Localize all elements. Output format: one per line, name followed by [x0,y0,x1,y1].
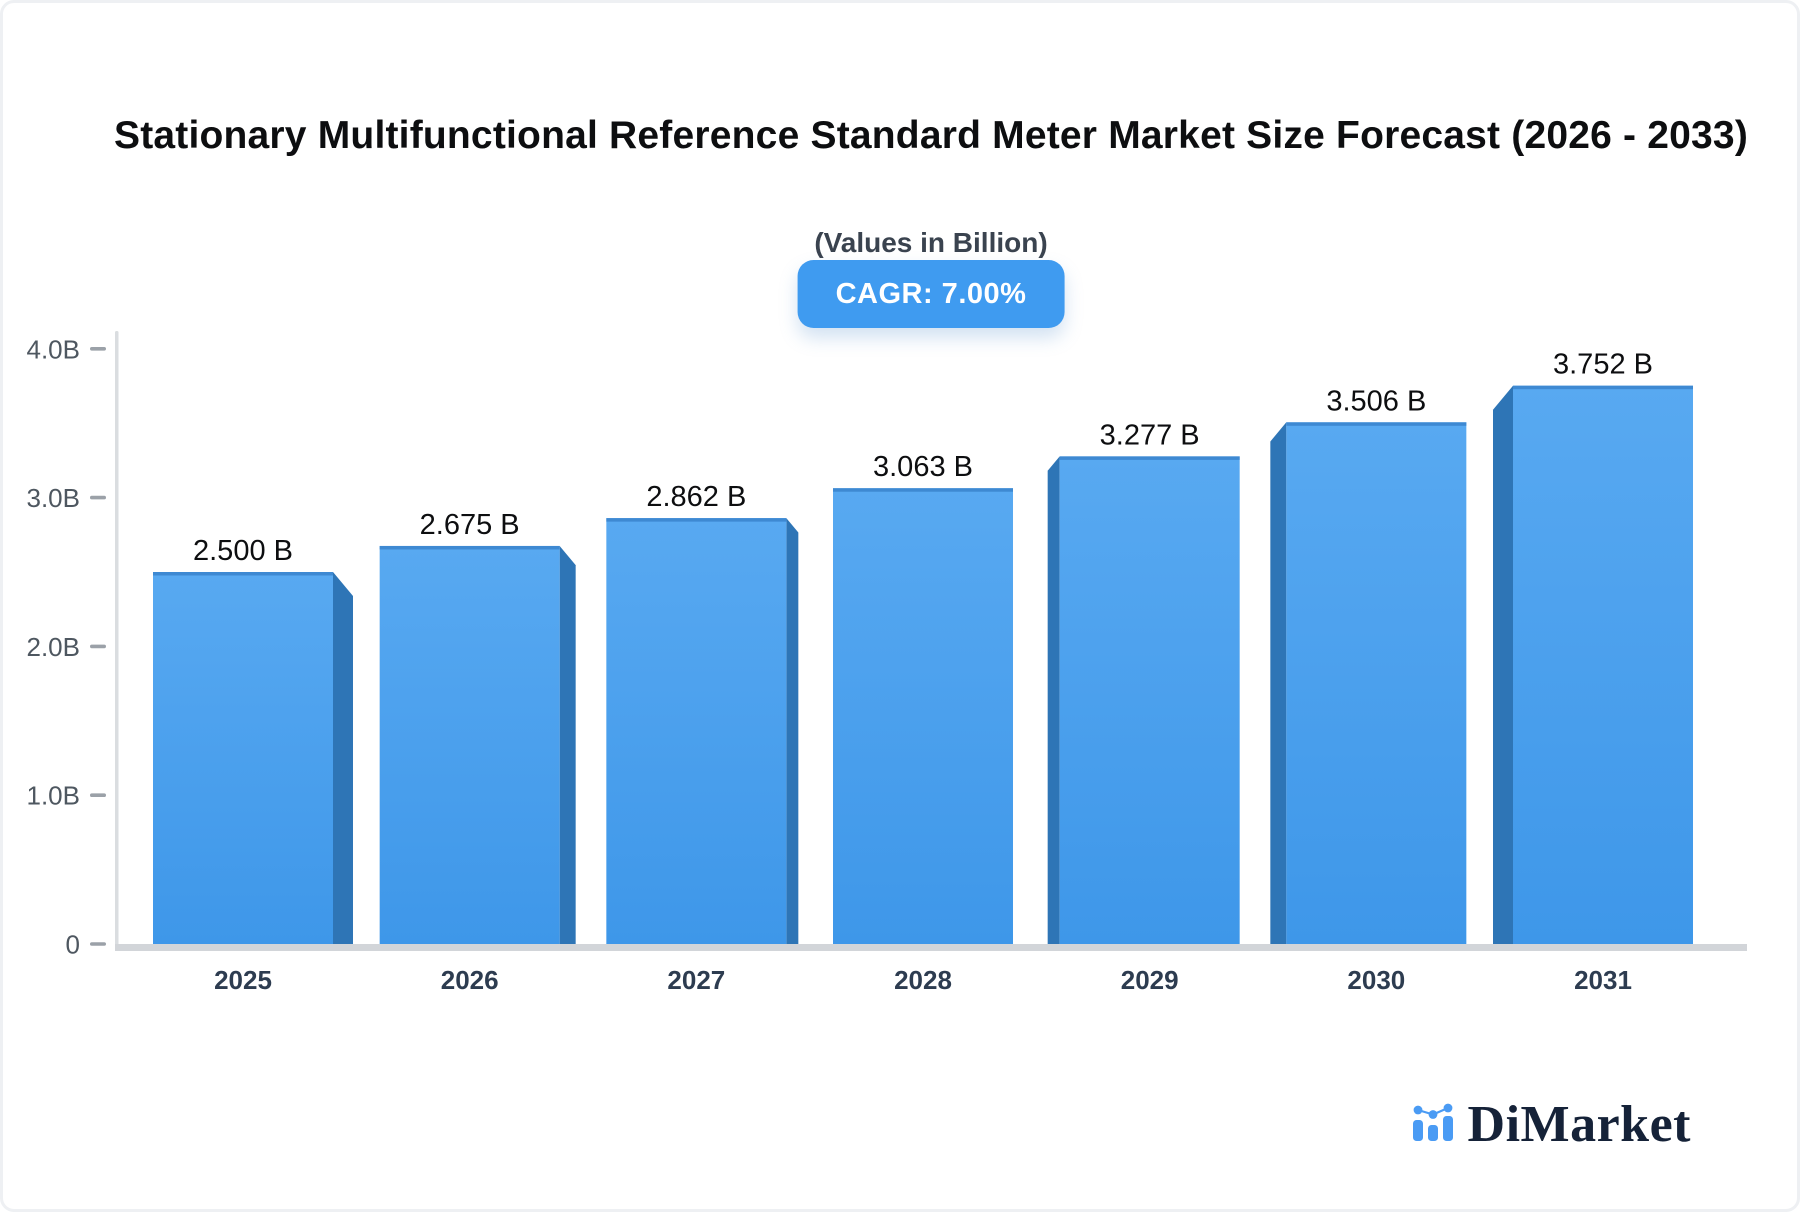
bar-top-edge [379,545,560,550]
bar-side-face [786,518,799,944]
bar-group-2028: 3.063 B 2028 [833,451,1014,995]
bar-group-2025: 2.500 B 2025 [153,535,353,995]
bar-side-face [333,572,353,944]
chart-title: Stationary Multifunctional Reference Sta… [113,114,1749,157]
y-tick-1.0B [90,793,106,797]
chart-subtitle: (Values in Billion) [814,227,1048,258]
cagr-badge-label: CAGR: 7.00% [835,278,1027,310]
x-axis-baseline [115,944,1747,951]
y-tick-0 [90,942,106,946]
x-tick-label-2025: 2025 [214,965,272,995]
y-tick-2.0B [90,644,106,649]
bar-value-label: 2.862 B [646,481,746,513]
bar-group-2031: 3.752 B 2031 [1493,349,1694,995]
bar-2028 [833,488,1014,944]
x-tick-label-2031: 2031 [1574,965,1632,995]
bar-top-edge [833,488,1014,492]
x-tick-label-2030: 2030 [1347,965,1405,995]
x-tick-label-2028: 2028 [894,965,952,995]
y-tick-label-0: 0 [66,930,80,960]
x-tick-label-2027: 2027 [667,965,725,995]
bar-2029 [1059,456,1240,944]
dimarket-logo-text: DiMarket [1467,1096,1691,1153]
bar-top-edge [1059,456,1240,460]
bar-2027 [606,518,787,944]
bar-value-label: 3.506 B [1326,385,1426,417]
y-tick-label-2.0B: 2.0B [27,632,81,662]
bar-value-label: 3.752 B [1553,349,1653,381]
bar-value-label: 2.500 B [193,535,293,567]
bar-value-label: 2.675 B [420,509,520,541]
y-axis-line [115,331,119,949]
bar-value-label: 3.063 B [873,451,973,483]
bar-top-edge [1286,422,1467,426]
y-tick-3.0B [90,495,106,500]
bar-side-face [1047,456,1060,944]
bar-top-edge [606,518,787,522]
bar-2025 [153,572,333,944]
bar-top-edge [153,572,333,576]
bar-group-2027: 2.862 B 2027 [606,481,799,995]
cagr-badge: CAGR: 7.00% [797,260,1065,328]
bar-group-2030: 3.506 B 2030 [1270,385,1467,995]
bar-group-2029: 3.277 B 2029 [1047,419,1240,995]
bar-side-face [1493,385,1514,944]
dimarket-logo: DiMarket [1410,1099,1691,1151]
dimarket-logo-icon [1412,1103,1453,1141]
y-tick-label-3.0B: 3.0B [27,483,81,513]
bar-group-2026: 2.675 B 2026 [379,509,576,995]
bar-side-face [559,545,576,944]
x-tick-label-2026: 2026 [441,965,499,995]
y-tick-4.0B [90,347,106,351]
bar-value-label: 3.277 B [1100,419,1200,451]
y-tick-label-4.0B: 4.0B [27,334,81,364]
x-tick-label-2029: 2029 [1121,965,1179,995]
y-tick-label-1.0B: 1.0B [27,781,81,811]
bar-2030 [1286,422,1467,944]
bar-2026 [379,545,560,944]
bar-side-face [1270,422,1287,944]
bar-top-edge [1513,385,1694,390]
bar-2031 [1513,385,1694,944]
